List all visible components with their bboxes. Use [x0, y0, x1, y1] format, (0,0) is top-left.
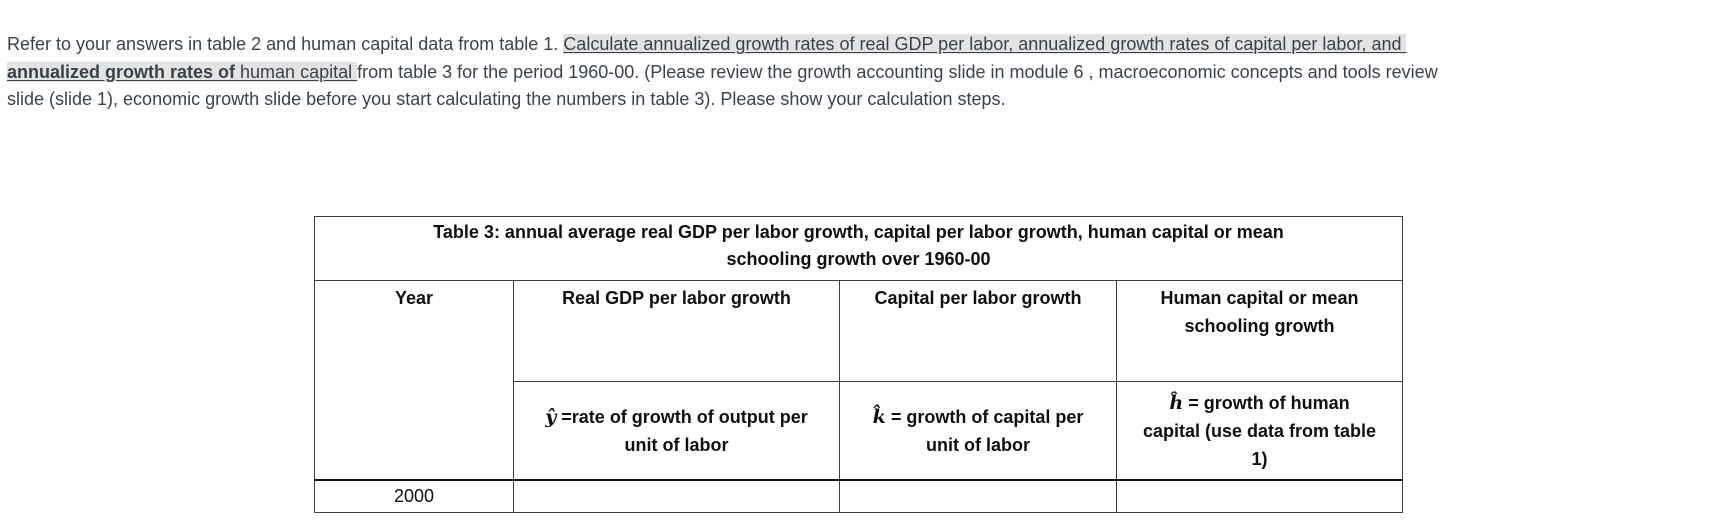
formula-gdp-line-2: unit of labor [624, 434, 729, 455]
formula-gdp-text: =rate of growth of output per [561, 406, 808, 427]
answer-cell-human [1115, 479, 1404, 513]
formula-capital: k̂ = growth of capital per unit of labor [839, 381, 1117, 481]
answer-cell-capital [839, 479, 1117, 513]
paragraph-line-2: annualized growth rates of human capital… [7, 59, 1438, 87]
formula-capital-text: = growth of capital per [890, 406, 1084, 427]
highlighted-instruction: Calculate annualized growth rates of rea… [563, 34, 1407, 54]
formula-gdp-line-1: ŷ =rate of growth of output per [518, 403, 835, 431]
formula-capital-line-2: unit of labor [926, 434, 1030, 455]
h-hat-symbol: ĥ [1169, 391, 1184, 414]
table-title-line-1: Table 3: annual average real GDP per lab… [433, 222, 1284, 242]
instruction-text: Refer to your answers in table 2 and hum… [7, 34, 564, 54]
table-header-row: Year Real GDP per labor growth Capital p… [314, 280, 1404, 481]
table-row: 2000 [314, 479, 1404, 513]
assignment-instructions: Refer to your answers in table 2 and hum… [7, 31, 1438, 114]
header-capital-growth: Capital per labor growth [839, 280, 1117, 382]
header-year: Year [314, 280, 514, 481]
table-title: Table 3: annual average real GDP per lab… [313, 216, 1404, 281]
formula-human-line-1: ĥ = growth of human [1121, 389, 1398, 417]
table-title-line-2: schooling growth over 1960-00 [726, 249, 991, 269]
highlighted-instruction-bold: annualized growth rates of [7, 61, 241, 82]
formula-human-line-2: capital (use data from table [1142, 420, 1377, 441]
table-formula-row: ŷ =rate of growth of output per unit of … [315, 381, 1404, 481]
header-gdp-growth: Real GDP per labor growth [513, 280, 840, 382]
paragraph-line-1: Refer to your answers in table 2 and hum… [7, 31, 1438, 59]
y-hat-symbol: ŷ [545, 405, 557, 428]
k-hat-symbol: k̂ [872, 405, 886, 428]
answer-cell-gdp [513, 479, 840, 513]
formula-human-line-3: 1) [1251, 448, 1268, 469]
highlighted-instruction: human capital [240, 61, 358, 82]
formula-gdp: ŷ =rate of growth of output per unit of … [513, 381, 840, 481]
paragraph-line-3: slide (slide 1), economic growth slide b… [7, 86, 1438, 114]
header-human-capital: Human capital or mean schooling growth [1115, 280, 1404, 382]
formula-capital-line-1: k̂ = growth of capital per [844, 403, 1112, 431]
instruction-text: from table 3 for the period 1960-00. (Pl… [357, 61, 1438, 82]
formula-human-text: = growth of human [1188, 392, 1350, 413]
year-2000-cell: 2000 [314, 479, 514, 513]
instruction-text: slide (slide 1), economic growth slide b… [7, 89, 1006, 109]
table-title-row: Table 3: annual average real GDP per lab… [313, 216, 1404, 281]
table-3: Table 3: annual average real GDP per lab… [313, 216, 1404, 513]
formula-human: ĥ = growth of human capital (use data fr… [1115, 381, 1404, 481]
